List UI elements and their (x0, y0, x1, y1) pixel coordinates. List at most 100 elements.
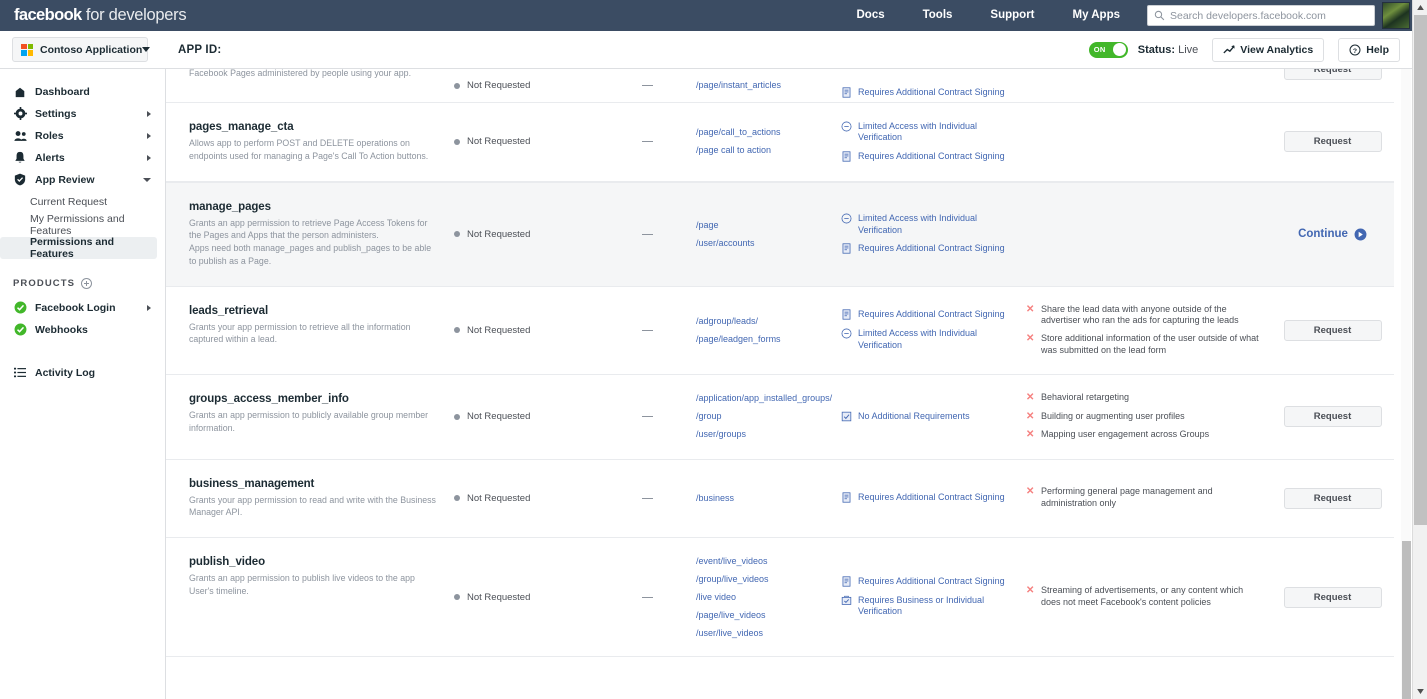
avatar[interactable] (1382, 2, 1410, 29)
sidebar-item-permissions-and-features[interactable]: Permissions and Features (0, 236, 157, 260)
endpoint-link[interactable]: /event/live_videos (696, 555, 768, 566)
permission-description: Grants an app permission to publicly ava… (189, 410, 429, 433)
window-scrollbar-thumb[interactable] (1414, 15, 1427, 525)
requirement-item[interactable]: Limited Access with Individual Verificat… (841, 324, 1022, 354)
requirement-item[interactable]: Requires Additional Contract Signing (841, 240, 1022, 259)
table-row[interactable]: pages_manage_cta Allows app to perform PO… (166, 103, 1394, 182)
not-allowed-usages-cell (1026, 103, 1271, 181)
requirement-item[interactable]: Limited Access with Individual Verificat… (841, 117, 1022, 147)
status-dot-icon (454, 495, 460, 502)
nav-support[interactable]: Support (990, 9, 1035, 21)
endpoint-link[interactable]: /group/live_videos (696, 573, 769, 584)
app-selector-dropdown[interactable]: Contoso Application (12, 37, 151, 62)
table-row[interactable]: manage_pages Grants an app permission to … (166, 181, 1394, 287)
not-allowed-item: ✕ Streaming of advertisements, or any con… (1026, 582, 1261, 612)
request-button[interactable]: Request (1283, 586, 1382, 608)
permission-action-cell: Request (1271, 460, 1394, 538)
endpoint-link[interactable]: /adgroup/leads/ (696, 315, 759, 326)
endpoint-link[interactable]: /page/call_to_actions (696, 127, 781, 138)
requirement-item[interactable]: Requires Additional Contract Signing (841, 148, 1022, 167)
sidebar-item-my-permissions-and-features[interactable]: My Permissions and Features (30, 213, 125, 237)
endpoint-link[interactable]: /business (696, 492, 735, 503)
endpoint-link[interactable]: /user/accounts (696, 237, 755, 248)
requirement-item[interactable]: No Additional Requirements (841, 407, 1022, 426)
permission-action-cell: Request (1271, 538, 1394, 656)
endpoint-link[interactable]: /page/live_videos (696, 609, 766, 620)
contract-document-icon (842, 151, 851, 162)
sidebar-item-dashboard[interactable]: Dashboard (0, 81, 165, 102)
endpoint-link[interactable]: /page/leadgen_forms (696, 333, 781, 344)
request-button[interactable]: Request (1283, 406, 1382, 428)
view-analytics-button[interactable]: View Analytics (1212, 37, 1325, 62)
request-button[interactable]: Request (1283, 319, 1382, 341)
app-id-label: APP ID: (178, 43, 222, 56)
toggle-knob (1112, 43, 1126, 56)
endpoint-link[interactable]: /user/live_videos (696, 627, 764, 638)
endpoint-link[interactable]: /user/groups (696, 429, 747, 440)
app-live-toggle[interactable]: ON (1088, 41, 1128, 58)
permission-endpoints-cell: /business (696, 460, 841, 538)
nav-my-apps[interactable]: My Apps (1072, 9, 1121, 21)
requirement-item[interactable]: Limited Access with Individual Verificat… (841, 209, 1022, 239)
continue-button[interactable]: Continue (1298, 228, 1367, 241)
permission-requirements-cell: Requires Additional Contract Signing (841, 460, 1026, 538)
x-mark-icon: ✕ (1026, 486, 1035, 498)
chevron-right-icon (147, 110, 151, 117)
facebook-for-developers-logo[interactable]: facebook for developers (14, 6, 187, 25)
endpoint-link[interactable]: /page/instant_articles (696, 80, 782, 90)
endpoint-link[interactable]: /page (696, 219, 719, 230)
endpoint-link[interactable]: /group (696, 411, 722, 422)
body-wrapper: Dashboard Settings Roles Aler (0, 69, 1412, 699)
not-allowed-usages-cell: ✕ Share the lead data with anyone outside… (1026, 287, 1271, 375)
requirement-label: No Additional Requirements (858, 410, 970, 421)
requirement-item[interactable]: Requires Additional Contract Signing (841, 306, 1022, 325)
nav-docs[interactable]: Docs (856, 9, 885, 21)
window-scrollbar[interactable] (1412, 0, 1427, 699)
chevron-right-icon (147, 132, 151, 139)
status-badge: Status: Live (1138, 44, 1199, 56)
permission-endpoints-cell: /event/live_videos/group/live_videos/liv… (696, 538, 841, 656)
sidebar-item-app-review[interactable]: App Review (0, 169, 165, 190)
requirement-label: Limited Access with Individual Verificat… (858, 327, 978, 350)
endpoint-link[interactable]: /application/app_installed_groups/ (696, 393, 833, 404)
status-dot-icon (454, 82, 460, 89)
permission-action-cell: Request (1271, 375, 1394, 459)
help-button[interactable]: ? Help (1338, 37, 1400, 62)
sidebar-item-current-request[interactable]: Current Request (30, 196, 108, 208)
request-button[interactable]: Request (1283, 487, 1382, 509)
table-row[interactable]: leads_retrieval Grants your app permissio… (166, 287, 1394, 375)
search-wrapper: Search developers.facebook.com (1147, 5, 1375, 26)
permission-endpoints-cell: /application/app_installed_groups/ /group… (696, 375, 841, 459)
sidebar-item-roles[interactable]: Roles (0, 125, 165, 146)
endpoint-link[interactable]: /live video (696, 591, 737, 602)
plus-circle-icon[interactable] (81, 277, 93, 289)
sidebar-item-webhooks[interactable]: Webhooks (0, 319, 165, 340)
search-input[interactable]: Search developers.facebook.com (1147, 5, 1375, 26)
table-row[interactable]: business_management Grants your app permi… (166, 460, 1394, 538)
home-icon (13, 86, 27, 98)
content-scrollbar-thumb[interactable] (1402, 541, 1411, 699)
requirement-item[interactable]: Requires Additional Contract Signing (841, 83, 1026, 102)
table-row[interactable]: groups_access_member_info Grants an app p… (166, 375, 1394, 460)
request-button[interactable]: Request (1283, 131, 1382, 153)
chevron-right-icon (147, 154, 151, 161)
request-button[interactable]: Request (1283, 69, 1382, 80)
contract-document-icon (842, 87, 851, 98)
requirement-item[interactable]: Requires Additional Contract Signing (841, 489, 1022, 508)
sidebar-item-activity-log[interactable]: Activity Log (0, 362, 165, 383)
permission-status-cell: Not Requested (454, 460, 599, 538)
not-allowed-item: ✕ Share the lead data with anyone outside… (1026, 301, 1261, 331)
nav-tools[interactable]: Tools (922, 9, 953, 21)
table-row[interactable]: publish_video Grants an app permission to… (166, 538, 1394, 657)
sidebar-item-alerts[interactable]: Alerts (0, 147, 165, 168)
scroll-up-arrow-icon[interactable] (1413, 0, 1427, 15)
endpoint-link[interactable]: /page call to action (696, 145, 772, 156)
x-mark-icon: ✕ (1026, 429, 1035, 440)
requirement-item[interactable]: Requires Additional Contract Signing (841, 572, 1022, 591)
table-row-partial[interactable]: Facebook Pages administered by people us… (166, 69, 1394, 103)
content-scrollbar[interactable] (1401, 69, 1411, 699)
scroll-down-arrow-icon[interactable] (1413, 684, 1427, 699)
sidebar-item-facebook-login[interactable]: Facebook Login (0, 297, 165, 318)
sidebar-item-settings[interactable]: Settings (0, 103, 165, 124)
requirement-item[interactable]: Requires Business or Individual Verifica… (841, 591, 1022, 621)
